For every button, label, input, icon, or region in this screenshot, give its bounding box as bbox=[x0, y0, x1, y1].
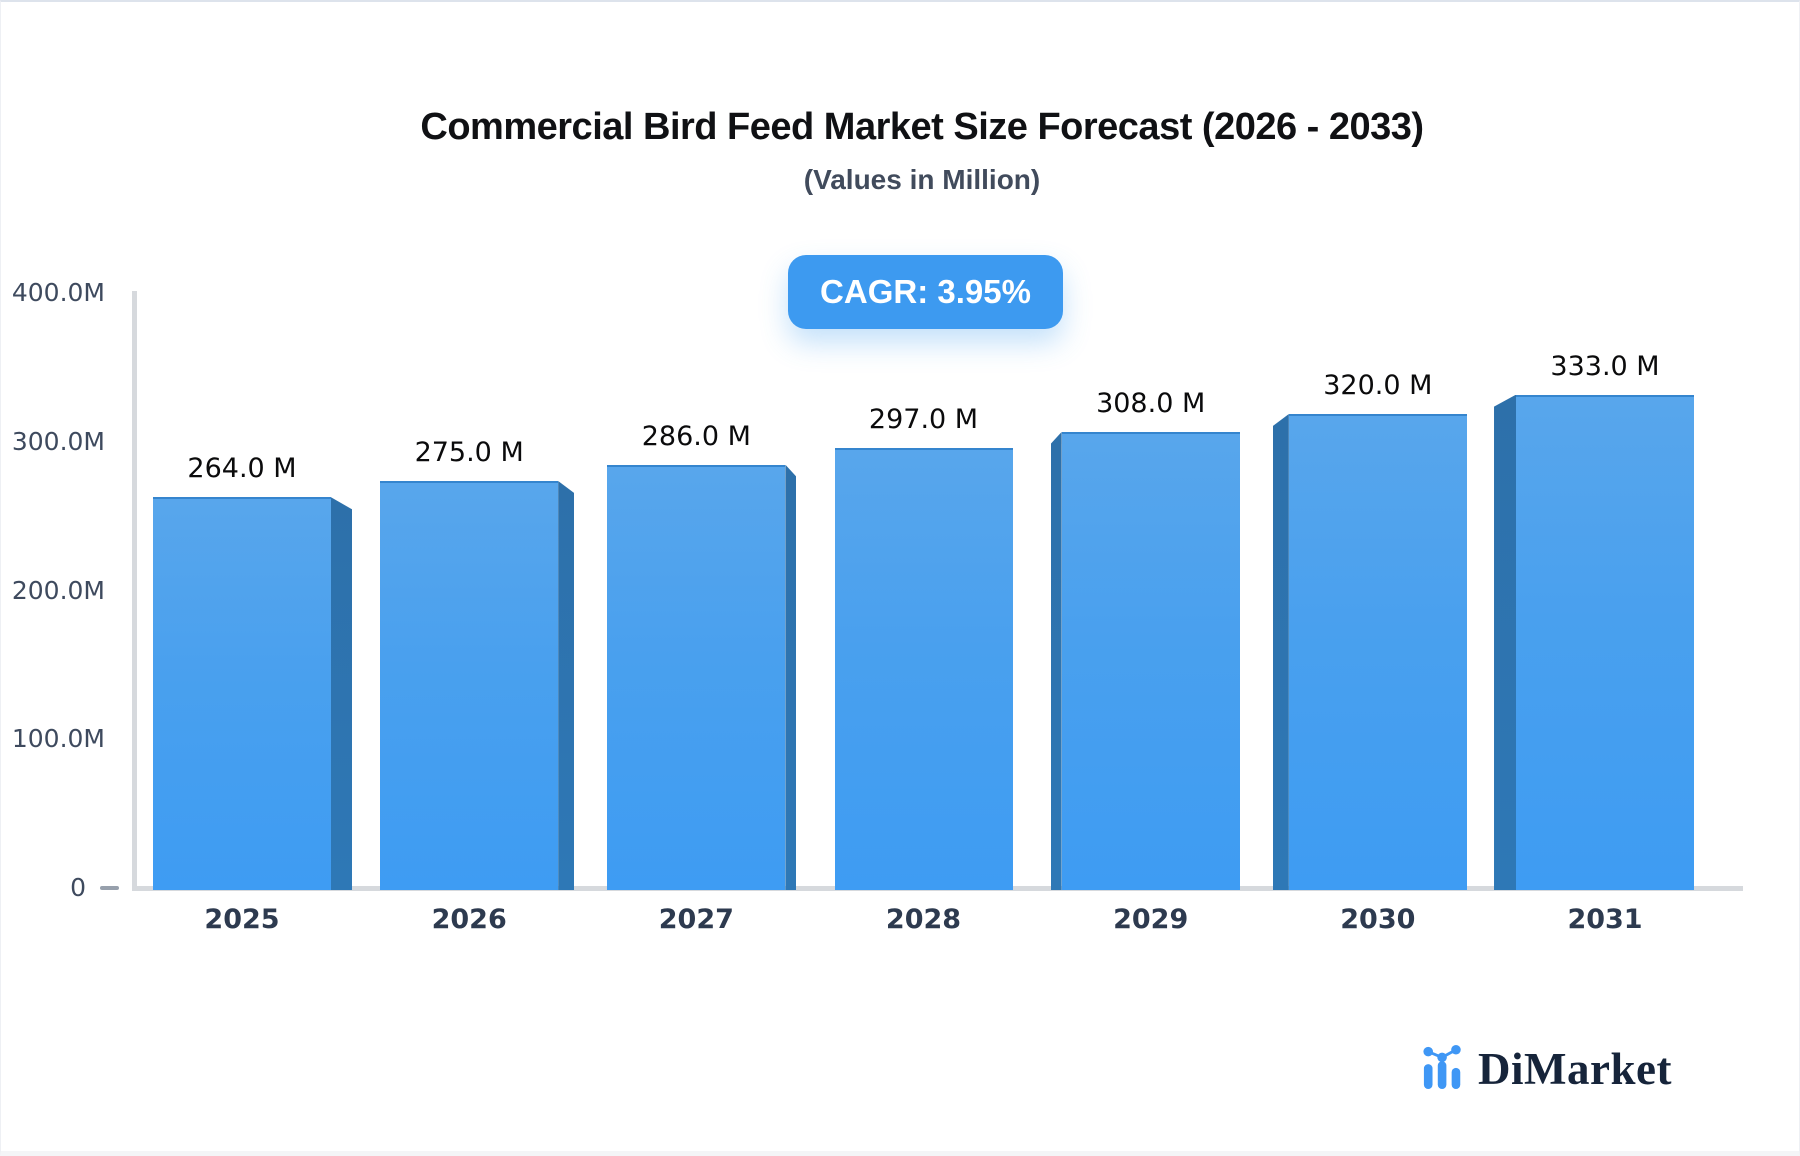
x-tick-label: 2031 bbox=[1567, 904, 1643, 935]
bar-3d-side bbox=[1050, 431, 1062, 890]
bar[interactable] bbox=[1288, 414, 1467, 890]
brand-name: DiMarket bbox=[1478, 1044, 1672, 1094]
bar[interactable] bbox=[607, 464, 786, 890]
x-tick-label: 2026 bbox=[431, 904, 507, 935]
bar-value-label: 286.0 M bbox=[641, 420, 751, 452]
y-tick-label: 0 bbox=[70, 873, 86, 902]
bar-chart-with-trendline-logo-icon bbox=[1423, 1044, 1461, 1089]
bar-3d-side bbox=[558, 480, 575, 890]
chart-title: Commercial Bird Feed Market Size Forecas… bbox=[420, 106, 1424, 148]
bar[interactable] bbox=[1516, 394, 1695, 890]
x-tick-label: 2025 bbox=[204, 904, 280, 935]
bar-3d-side bbox=[1494, 394, 1517, 890]
bar-value-label: 275.0 M bbox=[414, 436, 524, 468]
bar[interactable] bbox=[153, 497, 331, 890]
bar-value-label: 264.0 M bbox=[187, 453, 297, 485]
bar-3d-side bbox=[785, 464, 797, 890]
zero-tick-mark bbox=[100, 886, 119, 890]
bar[interactable] bbox=[380, 480, 559, 890]
chart-subtitle: (Values in Million) bbox=[803, 164, 1041, 195]
y-tick-label: 200.0M bbox=[11, 575, 105, 605]
y-tick-label: 100.0M bbox=[11, 724, 105, 754]
bar-3d-side bbox=[1272, 414, 1289, 890]
cagr-badge: CAGR: 3.95% bbox=[788, 255, 1063, 329]
bar[interactable] bbox=[1061, 431, 1240, 890]
bar-value-label: 320.0 M bbox=[1323, 370, 1433, 401]
bar-value-label: 308.0 M bbox=[1096, 387, 1206, 419]
bar-value-label: 333.0 M bbox=[1550, 350, 1660, 382]
x-tick-label: 2028 bbox=[885, 904, 962, 935]
y-tick-label: 400.0M bbox=[11, 278, 105, 307]
bar-value-label: 297.0 M bbox=[868, 404, 979, 436]
x-tick-label: 2029 bbox=[1113, 904, 1189, 935]
x-tick-label: 2027 bbox=[658, 904, 734, 935]
y-tick-label: 300.0M bbox=[11, 426, 105, 456]
y-axis-line bbox=[132, 291, 137, 891]
brand-logo[interactable]: DiMarket bbox=[1422, 1042, 1672, 1092]
bar-3d-side bbox=[331, 497, 352, 890]
x-tick-label: 2030 bbox=[1340, 904, 1416, 935]
bar[interactable] bbox=[834, 448, 1013, 890]
